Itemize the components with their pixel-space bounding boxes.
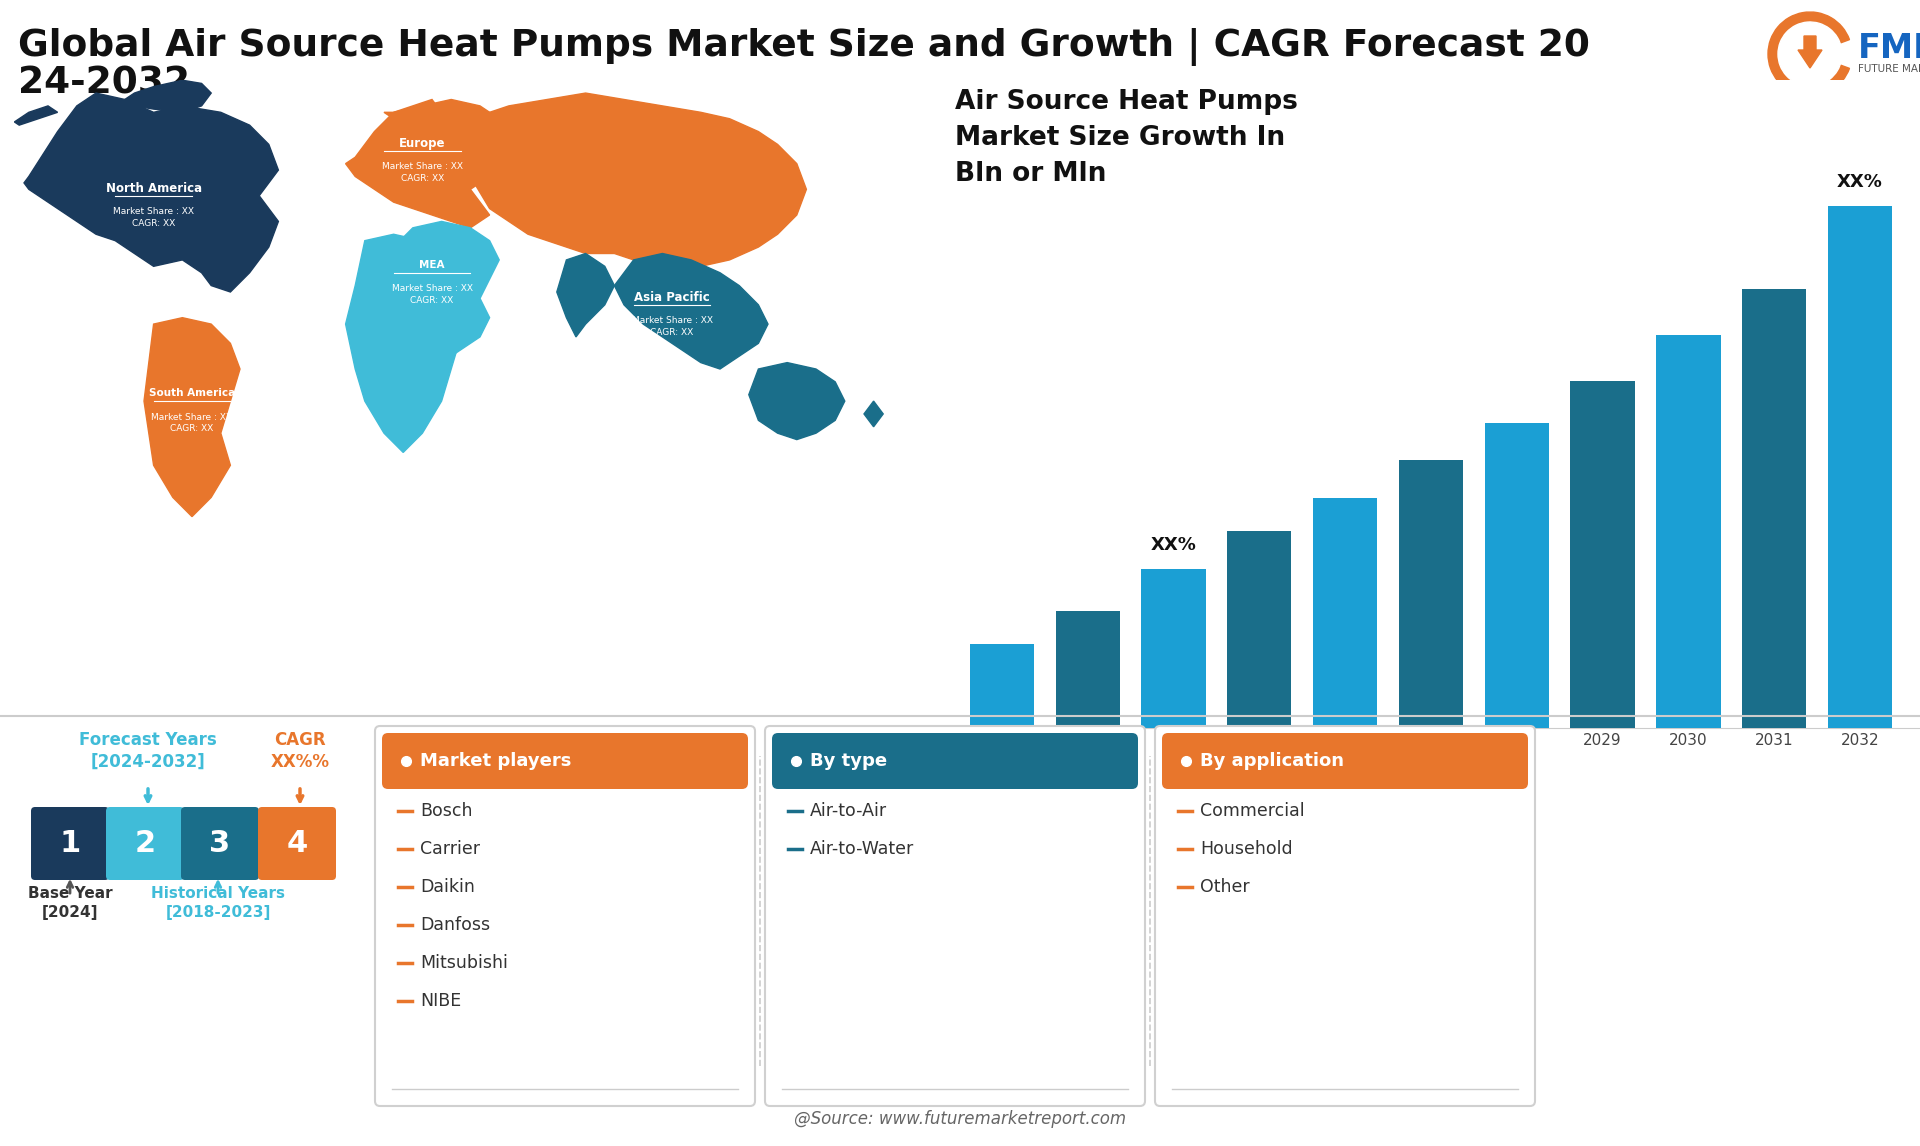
Text: Europe: Europe [399, 136, 445, 150]
Text: Air-to-Air: Air-to-Air [810, 802, 887, 821]
Text: XX%: XX% [1837, 173, 1884, 191]
Polygon shape [15, 105, 58, 125]
Text: Base Year
[2024]: Base Year [2024] [27, 886, 111, 919]
FancyBboxPatch shape [764, 727, 1144, 1106]
Polygon shape [346, 100, 518, 228]
Text: Market Share : XX
CAGR: XX: Market Share : XX CAGR: XX [632, 316, 712, 337]
Text: Daikin: Daikin [420, 878, 474, 896]
Polygon shape [346, 234, 480, 453]
Polygon shape [144, 317, 240, 517]
Text: By application: By application [1200, 752, 1344, 770]
Text: @Source: www.futuremarketreport.com: @Source: www.futuremarketreport.com [795, 1110, 1125, 1128]
Text: 3: 3 [209, 829, 230, 858]
Text: Market Share : XX
CAGR: XX: Market Share : XX CAGR: XX [152, 413, 232, 433]
FancyBboxPatch shape [1156, 727, 1534, 1106]
Text: MEA: MEA [419, 260, 445, 270]
Polygon shape [614, 253, 768, 369]
Bar [1484, 423, 1549, 728]
FancyBboxPatch shape [106, 807, 184, 880]
Polygon shape [864, 401, 883, 426]
Text: Historical Years
[2018-2023]: Historical Years [2018-2023] [152, 886, 284, 919]
FancyBboxPatch shape [772, 733, 1139, 788]
Text: South America: South America [150, 388, 234, 399]
Text: Asia Pacific: Asia Pacific [634, 291, 710, 304]
Text: 1: 1 [60, 829, 81, 858]
Polygon shape [23, 93, 278, 292]
Text: North America: North America [106, 181, 202, 195]
Bar [1227, 532, 1292, 728]
Text: Carrier: Carrier [420, 840, 480, 858]
Polygon shape [557, 253, 614, 337]
Bar [1313, 499, 1377, 728]
Text: 24-2032: 24-2032 [17, 66, 190, 102]
Text: 4: 4 [286, 829, 307, 858]
Polygon shape [1797, 36, 1822, 68]
Bar [1741, 289, 1807, 728]
Text: Danfoss: Danfoss [420, 916, 490, 934]
Text: Mitsubishi: Mitsubishi [420, 953, 509, 972]
Text: Market Share : XX
CAGR: XX: Market Share : XX CAGR: XX [382, 163, 463, 183]
Text: Forecast Years
[2024-2032]: Forecast Years [2024-2032] [79, 731, 217, 771]
Text: FUTURE MARKET REPORT: FUTURE MARKET REPORT [1859, 64, 1920, 74]
Text: Other: Other [1200, 878, 1250, 896]
Bar [1828, 205, 1891, 728]
Text: Global Air Source Heat Pumps Market Size and Growth | CAGR Forecast 20: Global Air Source Heat Pumps Market Size… [17, 28, 1590, 66]
Bar [1140, 568, 1206, 728]
FancyBboxPatch shape [382, 733, 749, 788]
Bar [970, 644, 1035, 728]
Text: FMR: FMR [1859, 32, 1920, 65]
Bar [1657, 335, 1720, 728]
FancyBboxPatch shape [180, 807, 259, 880]
Text: Air-to-Water: Air-to-Water [810, 840, 914, 858]
Text: CAGR
XX%%: CAGR XX%% [271, 731, 330, 771]
Bar [1571, 380, 1634, 728]
Text: Market Share : XX
CAGR: XX: Market Share : XX CAGR: XX [392, 284, 472, 305]
Wedge shape [1778, 22, 1841, 86]
Text: Bosch: Bosch [420, 802, 472, 821]
Polygon shape [125, 80, 211, 112]
FancyBboxPatch shape [374, 727, 755, 1106]
Text: Market Share : XX
CAGR: XX: Market Share : XX CAGR: XX [113, 207, 194, 228]
Text: By type: By type [810, 752, 887, 770]
FancyBboxPatch shape [1162, 733, 1528, 788]
Text: NIBE: NIBE [420, 992, 461, 1010]
Text: Household: Household [1200, 840, 1292, 858]
Text: Air Source Heat Pumps
Market Size Growth In
Bln or Mln: Air Source Heat Pumps Market Size Growth… [954, 88, 1298, 187]
Polygon shape [365, 221, 499, 362]
Polygon shape [749, 362, 845, 440]
Wedge shape [1768, 11, 1849, 96]
Text: Commercial: Commercial [1200, 802, 1304, 821]
Polygon shape [384, 100, 442, 132]
FancyBboxPatch shape [31, 807, 109, 880]
Bar [1056, 611, 1119, 728]
FancyBboxPatch shape [257, 807, 336, 880]
Bar [1400, 461, 1463, 728]
Text: Market players: Market players [420, 752, 572, 770]
Text: 2: 2 [134, 829, 156, 858]
Polygon shape [461, 93, 806, 273]
Text: XX%: XX% [1150, 536, 1196, 555]
